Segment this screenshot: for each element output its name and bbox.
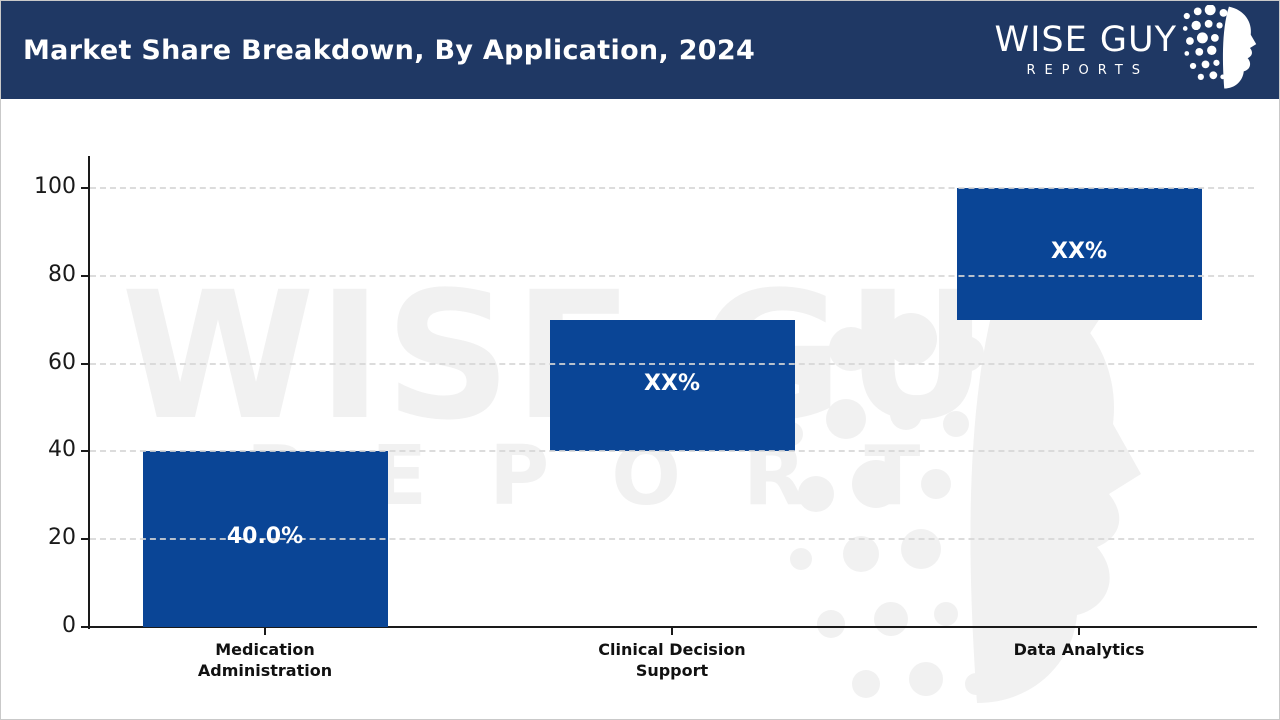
bar-value-label: XX%	[644, 370, 700, 396]
wise-guy-reports-logo: WISE GUY REPORTS	[994, 4, 1257, 95]
y-tick-mark	[81, 450, 88, 453]
gridline	[90, 274, 1254, 277]
x-category-label: Data Analytics	[1013, 640, 1145, 659]
x-axis-line	[88, 626, 1257, 628]
bar	[549, 319, 795, 452]
bar-value-label: 40.0%	[226, 524, 304, 550]
y-tick-label: 40	[48, 437, 76, 463]
x-tick-mark	[671, 628, 673, 635]
y-axis-line	[88, 156, 90, 629]
y-tick-label: 20	[48, 525, 76, 551]
gridline	[90, 362, 1254, 365]
y-tick-label: 80	[48, 261, 76, 287]
x-category-label: Medication Administration	[197, 640, 333, 680]
logo-subtitle: REPORTS	[1026, 63, 1150, 78]
y-tick-mark	[81, 362, 88, 365]
y-tick-mark	[81, 538, 88, 541]
dotted-face-icon	[1179, 4, 1257, 95]
x-category-label: Clinical Decision Support	[598, 640, 746, 680]
x-tick-mark	[1078, 628, 1080, 635]
header-bar: Market Share Breakdown, By Application, …	[1, 1, 1279, 99]
logo-text: WISE GUY REPORTS	[994, 20, 1177, 78]
y-tick-mark	[81, 626, 88, 628]
chart-title: Market Share Breakdown, By Application, …	[23, 34, 756, 66]
logo-wordmark: WISE GUY	[994, 20, 1177, 60]
y-tick-mark	[81, 187, 88, 189]
bar-value-label: XX%	[1051, 238, 1107, 264]
y-tick-label: 60	[48, 349, 76, 375]
gridline	[90, 450, 1254, 453]
gridline	[90, 538, 1254, 541]
y-tick-label: 0	[62, 613, 76, 638]
y-tick-label: 100	[34, 174, 76, 199]
x-tick-mark	[264, 628, 266, 635]
y-tick-mark	[81, 274, 88, 277]
gridline	[90, 187, 1254, 189]
